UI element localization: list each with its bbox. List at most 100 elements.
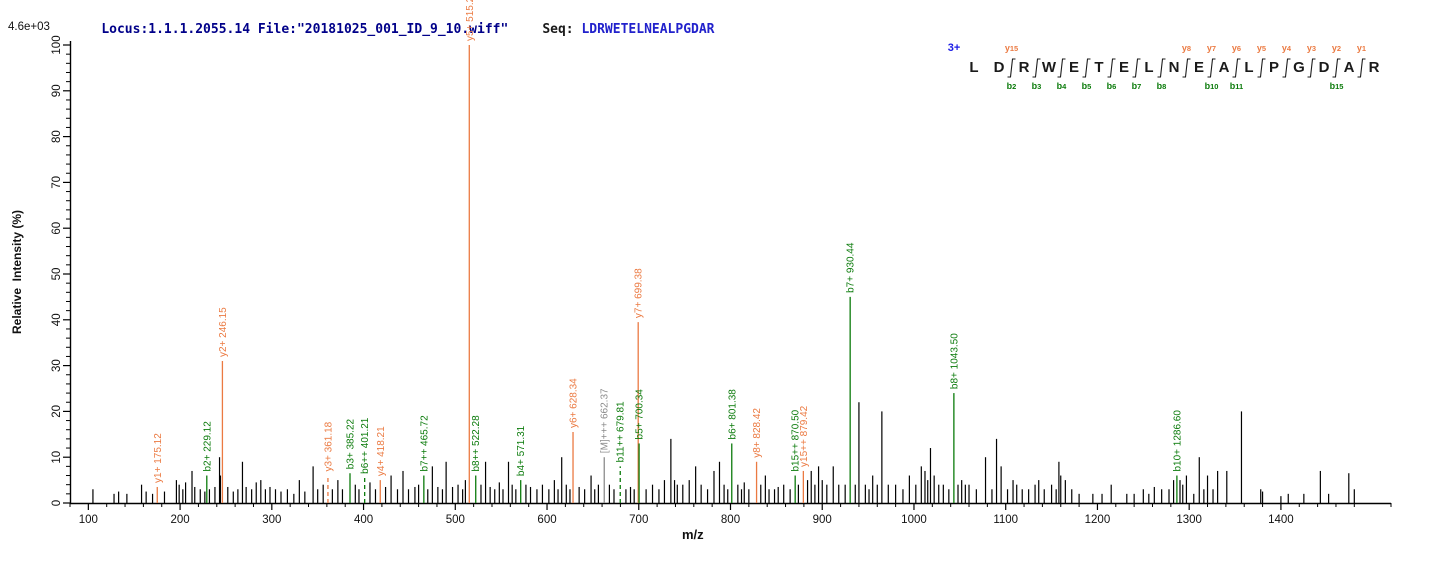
seq-label: Seq:	[542, 22, 582, 37]
b-ion-label-b6: b6	[1106, 81, 1117, 91]
cleavage-mark-icon	[1307, 56, 1316, 80]
cleavage-after-2: y15 b2	[1005, 40, 1018, 93]
residue-L-8: L	[1141, 40, 1157, 93]
x-tick-label: 1300	[1176, 514, 1202, 526]
y-tick-label: 50	[51, 268, 63, 281]
residue-letter: R	[1018, 59, 1030, 76]
y-ion-label-y2: y2	[1331, 43, 1342, 53]
y-axis-max-intensity: 4.6e+03	[8, 21, 50, 33]
cleavage-mark-icon	[1007, 56, 1016, 80]
cleavage-mark-icon	[1057, 56, 1066, 80]
residue-letter: E	[1068, 59, 1079, 76]
ion-peak-label: b15++ 870.50	[791, 409, 802, 471]
cleavage-mark-icon	[1157, 56, 1166, 80]
cleavage-mark-icon	[1232, 56, 1241, 80]
residue-P-13: P	[1266, 40, 1282, 93]
cleavage-mark-icon	[1132, 56, 1141, 80]
ion-peak-label: b7+ 930.44	[846, 242, 857, 293]
residue-N-9: N	[1166, 40, 1182, 93]
cleavage-mark-icon	[1207, 56, 1216, 80]
x-tick-label: 400	[354, 514, 373, 526]
residue-E-5: E	[1066, 40, 1082, 93]
cleavage-after-4: b4	[1057, 40, 1066, 93]
residue-T-6: T	[1091, 40, 1107, 93]
cleavage-mark-icon	[1282, 56, 1291, 80]
residue-L-12: L	[1241, 40, 1257, 93]
x-axis-title: m/z	[682, 527, 704, 542]
residue-E-10: E	[1191, 40, 1207, 93]
y-ion-label-y8: y8	[1181, 43, 1192, 53]
b-ion-label-b3: b3	[1031, 81, 1042, 91]
cleavage-after-7: b7	[1132, 40, 1141, 93]
ion-peak-label: y4+ 418.21	[376, 426, 387, 476]
cleavage-after-3: b3	[1032, 40, 1041, 93]
b-ion-label-b11: b11	[1229, 81, 1244, 91]
ion-peak-label: b7++ 465.72	[419, 415, 430, 472]
residue-E-7: E	[1116, 40, 1132, 93]
y-tick-label: 0	[51, 500, 63, 506]
locus-file-label: Locus:1.1.1.2055.14 File:"20181025_001_I…	[101, 22, 509, 37]
residue-letter: G	[1293, 59, 1305, 76]
precursor-charge: 3+	[944, 40, 964, 93]
x-tick-label: 1200	[1085, 514, 1111, 526]
ion-peak-label: b8++ 522.28	[471, 415, 482, 472]
y-tick-label: 30	[51, 359, 63, 372]
ion-peak-label: b4+ 571.31	[516, 425, 527, 476]
ion-peak-label: y8+ 828.42	[752, 408, 763, 458]
residue-L-1: L	[966, 40, 982, 93]
cleavage-mark-icon	[1182, 56, 1191, 80]
cleavage-after-10: y7 b10	[1204, 40, 1219, 93]
cleavage-mark-icon	[1082, 56, 1091, 80]
b-ion-label-b5: b5	[1081, 81, 1092, 91]
ion-peak-label: [M]+++ 662.37	[600, 388, 611, 453]
cleavage-after-16: y1	[1357, 40, 1366, 93]
residue-letter: L	[1144, 59, 1154, 76]
residue-letter: L	[1244, 59, 1254, 76]
x-tick-label: 500	[446, 514, 465, 526]
ion-peak-label: b8+ 1043.50	[949, 333, 960, 389]
cleavage-after-13: y4	[1282, 40, 1291, 93]
ion-peak-label: b6+ 801.38	[727, 389, 738, 440]
cleavage-mark-icon	[1257, 56, 1266, 80]
cleavage-after-12: y5	[1257, 40, 1266, 93]
charge-label: 3+	[947, 42, 961, 54]
residue-letter: E	[1118, 59, 1129, 76]
residue-letter: R	[1368, 59, 1380, 76]
residue-G-14: G	[1291, 40, 1307, 93]
residue-letter: E	[1193, 59, 1204, 76]
ion-peak-label: b11++ 679.81	[616, 401, 627, 462]
x-tick-label: 1000	[901, 514, 927, 526]
residue-gap	[982, 40, 991, 93]
ion-peak-label: b2+ 229.12	[202, 421, 213, 472]
y-ion-label-y1: y1	[1356, 43, 1367, 53]
residue-D-15: D	[1316, 40, 1332, 93]
x-tick-label: 200	[170, 514, 189, 526]
residue-letter: T	[1094, 59, 1104, 76]
b-ion-label-b2: b2	[1006, 81, 1017, 91]
y-tick-label: 60	[51, 222, 63, 235]
x-tick-label: 800	[721, 514, 740, 526]
cleavage-after-6: b6	[1107, 40, 1116, 93]
residue-letter: N	[1168, 59, 1180, 76]
x-tick-label: 700	[629, 514, 648, 526]
residue-A-16: A	[1341, 40, 1357, 93]
y-tick-label: 40	[51, 313, 63, 326]
ion-peak-label: y5+ 515.26	[465, 0, 476, 41]
cleavage-after-8: b8	[1157, 40, 1166, 93]
ion-peak-label: y15++ 879.42	[799, 405, 810, 467]
cleavage-after-9: y8	[1182, 40, 1191, 93]
cleavage-mark-icon	[1332, 56, 1341, 80]
b-ion-label-b7: b7	[1131, 81, 1142, 91]
residue-letter: W	[1041, 59, 1057, 76]
b-ion-label-b15: b15	[1329, 81, 1344, 91]
y-ion-label-y3: y3	[1306, 43, 1317, 53]
x-tick-label: 100	[79, 514, 98, 526]
sequence-text: LDRWETELNEALPGDAR	[581, 22, 715, 37]
y-ion-label-y6: y6	[1231, 43, 1242, 53]
b-ion-label-b10: b10	[1204, 81, 1219, 91]
y-tick-label: 10	[51, 451, 63, 464]
residue-R-17: R	[1366, 40, 1382, 93]
ion-peak-label: b6++ 401.21	[360, 417, 371, 474]
